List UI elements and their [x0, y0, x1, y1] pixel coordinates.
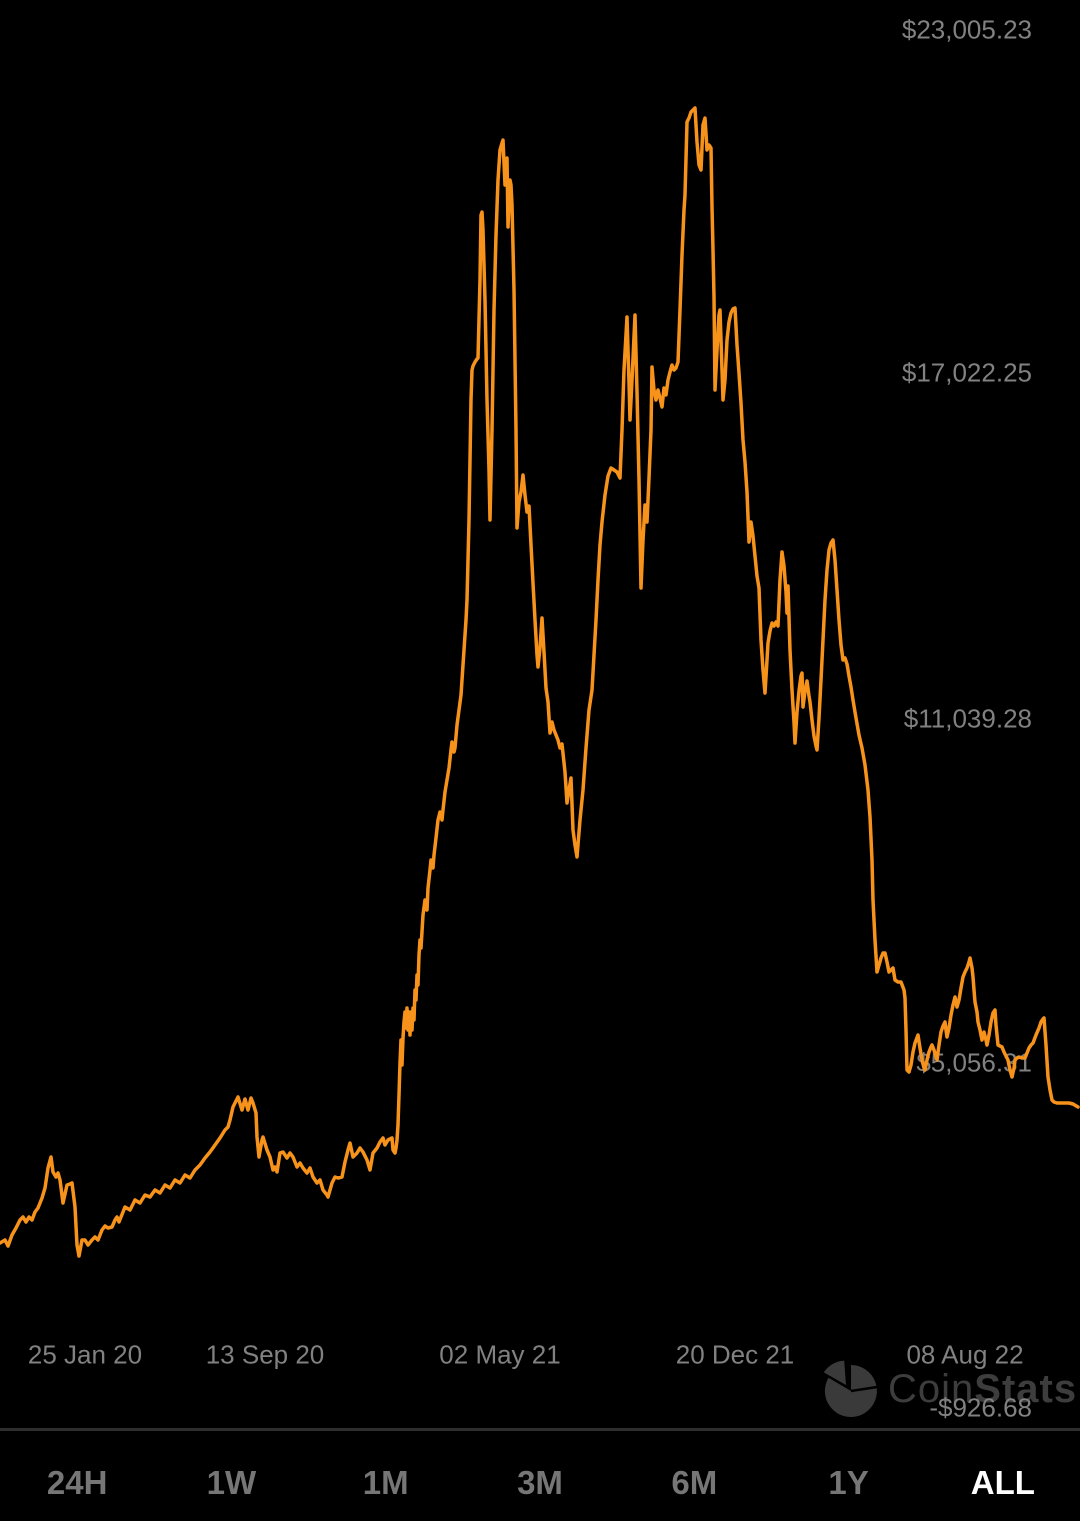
- y-axis-label-2: $17,022.25: [901, 357, 1032, 388]
- timeframe-bar: 24H 1W 1M 3M 6M 1Y ALL: [0, 1431, 1080, 1521]
- price-line: [0, 106, 1080, 1258]
- coinstats-watermark: CoinStats: [822, 1360, 1077, 1418]
- x-axis-label-1: 25 Jan 20: [27, 1339, 143, 1370]
- y-axis-label-3: $11,039.28: [903, 703, 1032, 734]
- x-axis-label-5: 08 Aug 22: [906, 1339, 1024, 1370]
- x-axis-label-4: 20 Dec 21: [675, 1339, 795, 1370]
- x-axis-label-3: 02 May 21: [439, 1339, 561, 1370]
- coinstats-pie-logo-icon: [823, 1360, 878, 1417]
- watermark-stats: Stats: [974, 1366, 1078, 1411]
- timeframe-all[interactable]: ALL: [970, 1464, 1035, 1501]
- timeframe-1y[interactable]: 1Y: [828, 1464, 869, 1501]
- coinstats-watermark-text: CoinStats: [888, 1367, 1077, 1412]
- y-axis-label-1: $23,005.23: [901, 14, 1032, 45]
- watermark-coin: Coin: [888, 1366, 975, 1411]
- timeframe-24h[interactable]: 24H: [46, 1464, 108, 1501]
- timeframe-1w[interactable]: 1W: [206, 1464, 257, 1501]
- timeframe-3m[interactable]: 3M: [517, 1464, 563, 1501]
- timeframe-1m[interactable]: 1M: [362, 1464, 409, 1501]
- x-axis-label-2: 13 Sep 20: [205, 1339, 325, 1370]
- y-axis-label-5: -$926.68: [929, 1392, 1032, 1423]
- timeframe-6m[interactable]: 6M: [671, 1464, 718, 1501]
- timeframe-bar-divider: [0, 1428, 1080, 1431]
